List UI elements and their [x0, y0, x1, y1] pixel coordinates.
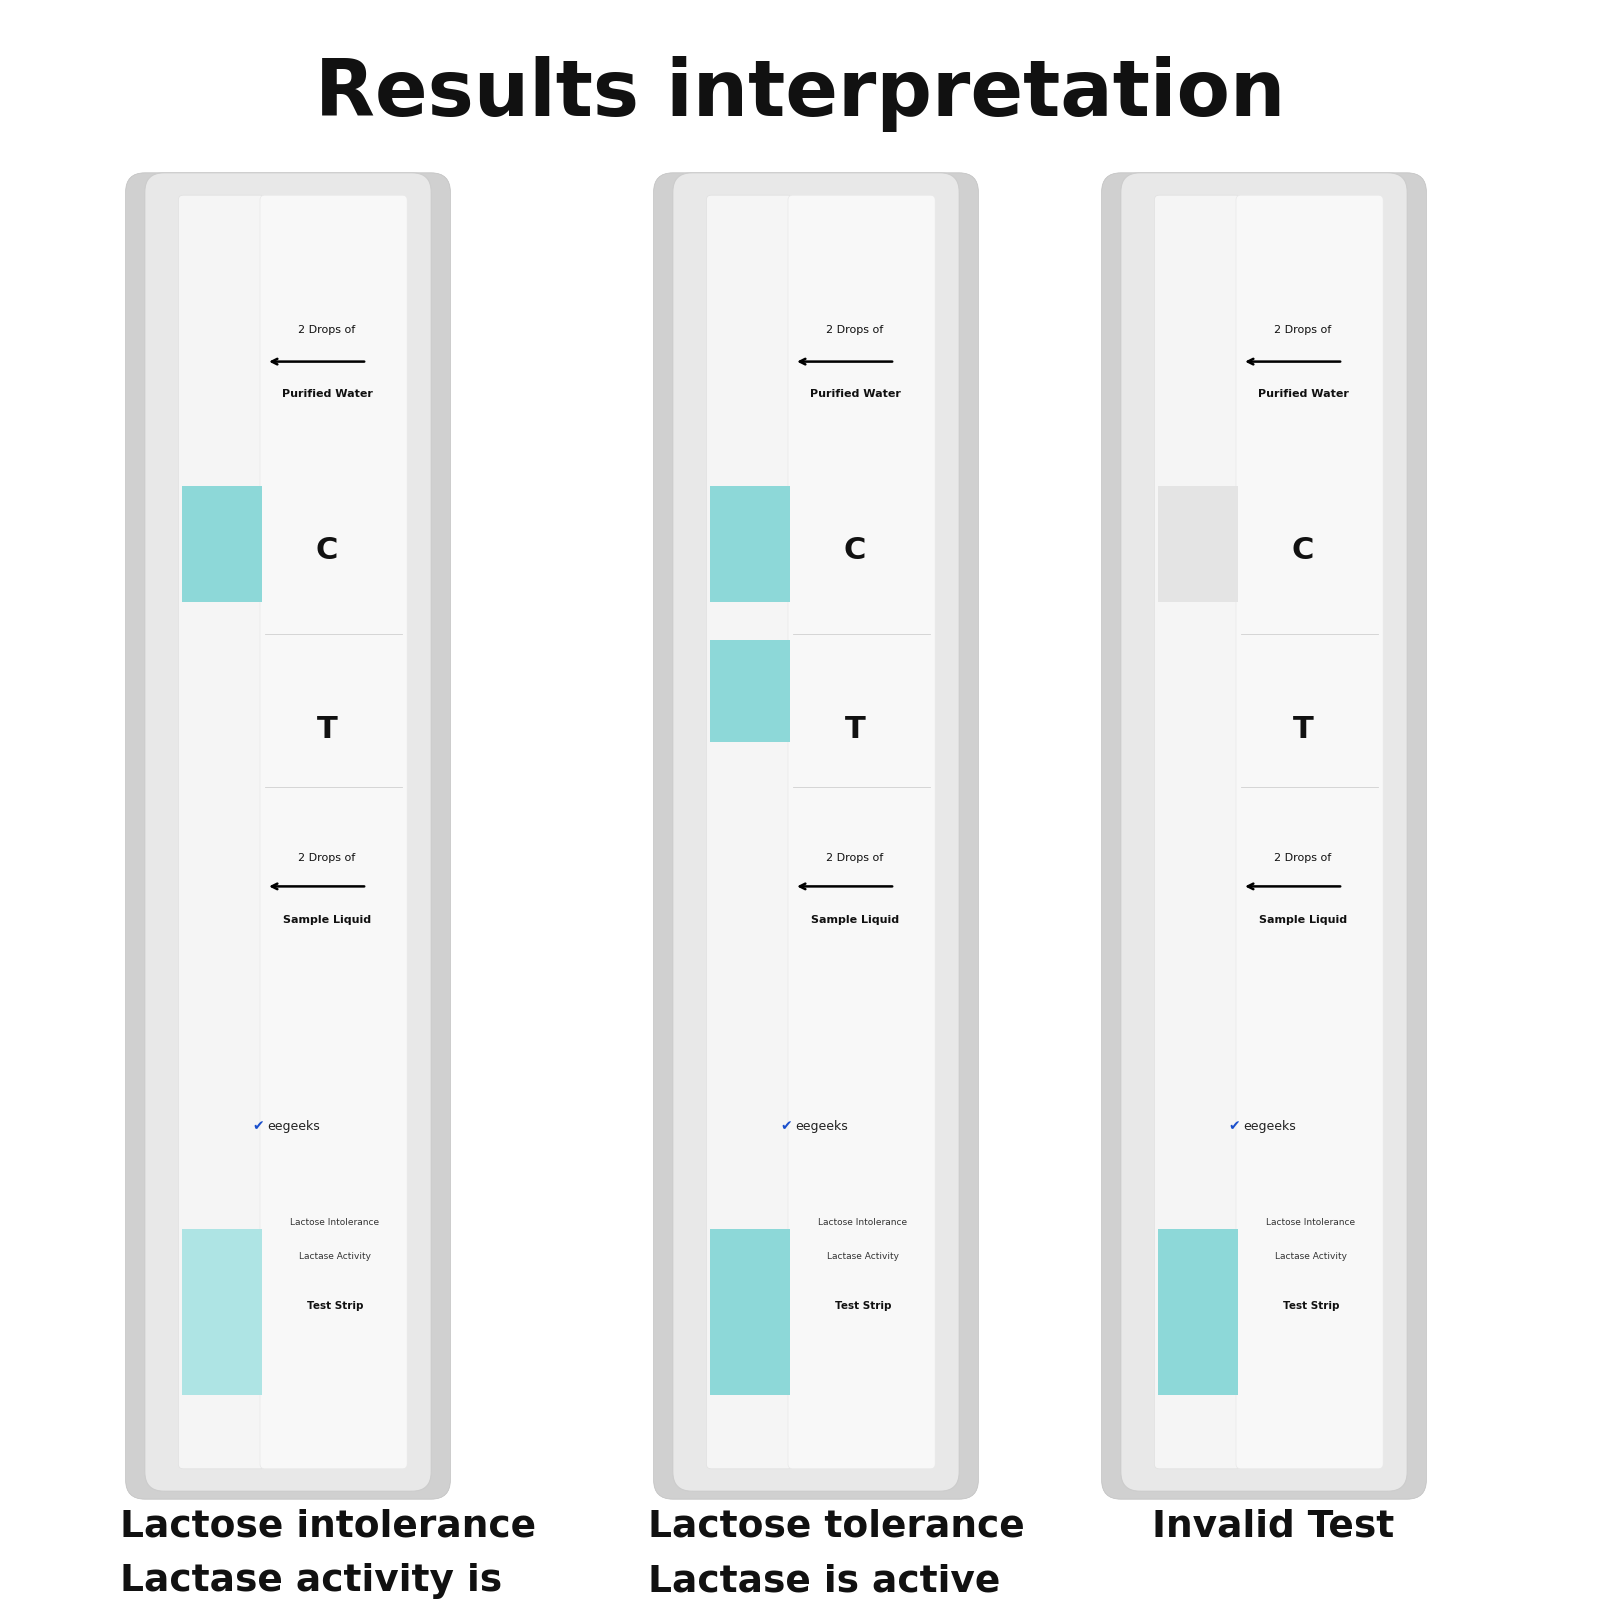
Text: Purified Water: Purified Water	[282, 389, 373, 398]
Text: Lactase Activity: Lactase Activity	[827, 1253, 899, 1261]
Text: 2 Drops of: 2 Drops of	[827, 325, 883, 334]
Text: 2 Drops of: 2 Drops of	[827, 853, 883, 862]
FancyBboxPatch shape	[1101, 173, 1427, 1499]
FancyBboxPatch shape	[787, 195, 934, 1469]
FancyBboxPatch shape	[1155, 195, 1242, 1469]
FancyBboxPatch shape	[1237, 195, 1382, 1469]
Bar	[710, 486, 790, 602]
Text: ✔: ✔	[253, 1120, 264, 1133]
Text: Results interpretation: Results interpretation	[315, 56, 1285, 133]
Text: T: T	[317, 715, 338, 744]
Text: Lactase Activity: Lactase Activity	[299, 1253, 371, 1261]
Text: Lactase Activity: Lactase Activity	[1275, 1253, 1347, 1261]
Bar	[182, 486, 261, 602]
FancyBboxPatch shape	[178, 195, 264, 1469]
Text: Purified Water: Purified Water	[810, 389, 901, 398]
Text: C: C	[315, 536, 338, 565]
Text: Lactose intolerance: Lactose intolerance	[120, 1509, 536, 1546]
FancyBboxPatch shape	[125, 173, 451, 1499]
Text: Test Strip: Test Strip	[835, 1301, 891, 1310]
Text: ✔: ✔	[781, 1120, 792, 1133]
FancyBboxPatch shape	[707, 195, 794, 1469]
Text: 2 Drops of: 2 Drops of	[1275, 853, 1331, 862]
FancyBboxPatch shape	[672, 173, 958, 1491]
Text: Lactose tolerance: Lactose tolerance	[648, 1509, 1024, 1546]
Bar	[1158, 486, 1238, 602]
Text: eegeeks: eegeeks	[1243, 1120, 1296, 1133]
Text: 2 Drops of: 2 Drops of	[299, 325, 355, 334]
Text: Lactase activity is: Lactase activity is	[120, 1563, 502, 1600]
Text: T: T	[1293, 715, 1314, 744]
FancyBboxPatch shape	[259, 195, 406, 1469]
Text: Lactose Intolerance: Lactose Intolerance	[291, 1218, 379, 1227]
Text: eegeeks: eegeeks	[795, 1120, 848, 1133]
Text: ✔: ✔	[1229, 1120, 1240, 1133]
Bar	[710, 1229, 790, 1395]
FancyBboxPatch shape	[653, 173, 978, 1499]
FancyBboxPatch shape	[1120, 173, 1408, 1491]
Text: 2 Drops of: 2 Drops of	[299, 853, 355, 862]
Text: Sample Liquid: Sample Liquid	[283, 915, 371, 925]
Bar	[182, 1229, 261, 1395]
Text: Purified Water: Purified Water	[1258, 389, 1349, 398]
Text: Test Strip: Test Strip	[307, 1301, 363, 1310]
Text: Invalid Test: Invalid Test	[1152, 1509, 1394, 1546]
Text: Sample Liquid: Sample Liquid	[1259, 915, 1347, 925]
Text: Lactose Intolerance: Lactose Intolerance	[819, 1218, 907, 1227]
Bar	[1158, 1229, 1238, 1395]
Text: T: T	[845, 715, 866, 744]
FancyBboxPatch shape	[144, 173, 430, 1491]
Text: C: C	[843, 536, 866, 565]
Bar	[710, 640, 790, 742]
Text: Sample Liquid: Sample Liquid	[811, 915, 899, 925]
Text: 2 Drops of: 2 Drops of	[1275, 325, 1331, 334]
Text: C: C	[1291, 536, 1314, 565]
Text: eegeeks: eegeeks	[267, 1120, 320, 1133]
Text: Test Strip: Test Strip	[1283, 1301, 1339, 1310]
Text: Lactose Intolerance: Lactose Intolerance	[1267, 1218, 1355, 1227]
Text: Lactase is active: Lactase is active	[648, 1563, 1000, 1600]
